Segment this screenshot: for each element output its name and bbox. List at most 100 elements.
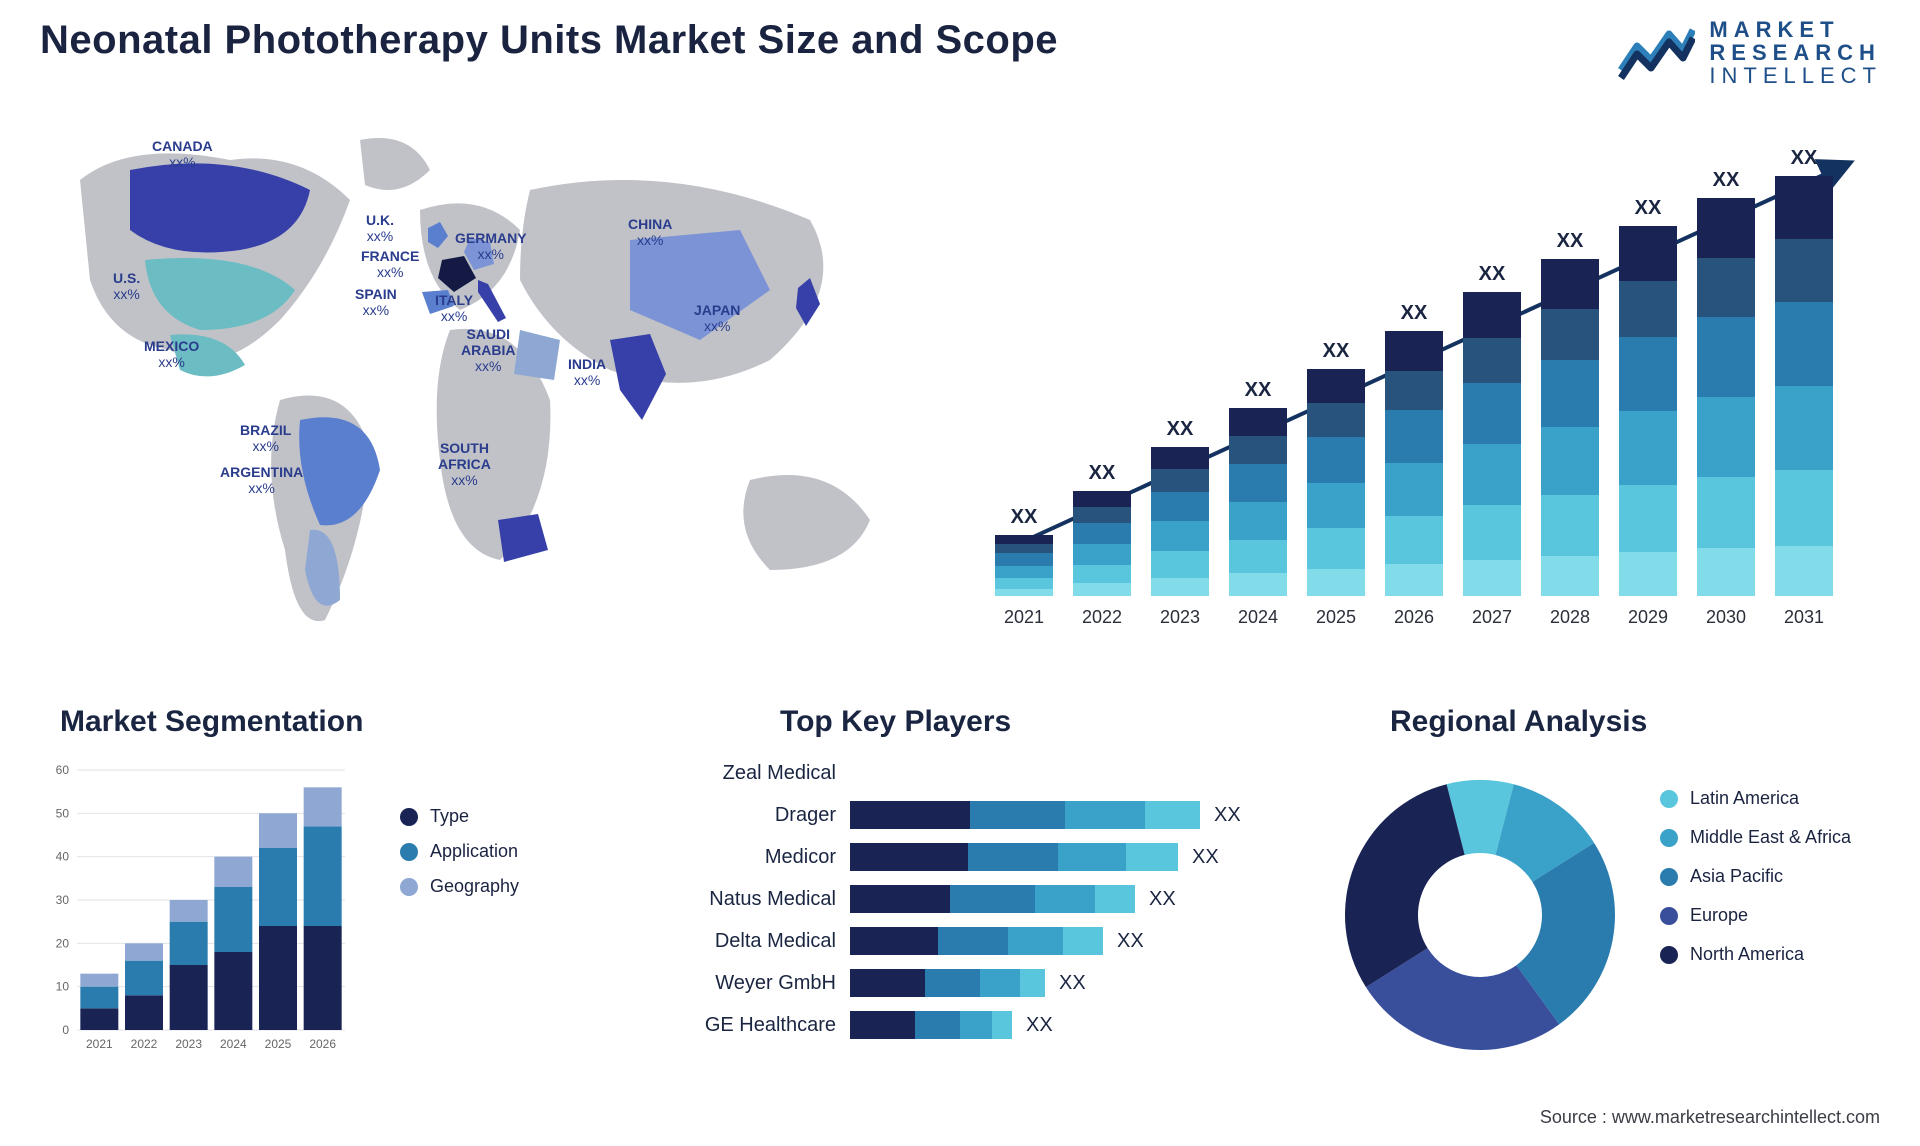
donut-slice-north-america	[1345, 784, 1465, 987]
map-label-india: INDIAxx%	[568, 356, 606, 388]
forecast-year-2021: 2021	[995, 607, 1053, 628]
forecast-bar-2030	[1697, 198, 1755, 596]
forecast-year-2028: 2028	[1541, 607, 1599, 628]
forecast-value-2023: XX	[1151, 418, 1209, 441]
kp-name: Medicor	[660, 846, 850, 869]
map-label-saudi-arabia: SAUDIARABIAxx%	[461, 326, 515, 374]
kp-bar	[850, 801, 1200, 829]
forecast-bar-2021	[995, 535, 1053, 596]
brand-word-1: MARKET	[1709, 18, 1882, 41]
page-title: Neonatal Phototherapy Units Market Size …	[40, 18, 1058, 63]
svg-text:40: 40	[56, 850, 70, 864]
kp-name: Zeal Medical	[660, 762, 850, 785]
svg-text:20: 20	[56, 936, 70, 950]
svg-text:0: 0	[62, 1023, 69, 1037]
kp-name: Drager	[660, 804, 850, 827]
kp-row-zeal-medical: Zeal Medical	[660, 752, 1270, 794]
kp-bar	[850, 1011, 1012, 1039]
kp-row-weyer-gmbh: Weyer GmbH XX	[660, 962, 1270, 1004]
seg-bar-2021-type	[80, 1008, 118, 1030]
forecast-year-2024: 2024	[1229, 607, 1287, 628]
map-label-germany: GERMANYxx%	[455, 230, 527, 262]
seg-legend-geography: Geography	[400, 876, 519, 897]
seg-bar-2023-type	[170, 965, 208, 1030]
seg-bar-2023-geography	[170, 900, 208, 922]
forecast-value-2026: XX	[1385, 302, 1443, 325]
seg-legend-application: Application	[400, 841, 519, 862]
map-label-brazil: BRAZILxx%	[240, 422, 291, 454]
map-label-u-k-: U.K.xx%	[366, 212, 394, 244]
kp-bar	[850, 885, 1135, 913]
forecast-bar-2029	[1619, 226, 1677, 596]
kp-value: XX	[1026, 1014, 1053, 1037]
map-label-italy: ITALYxx%	[435, 292, 473, 324]
map-label-japan: JAPANxx%	[694, 302, 740, 334]
svg-text:2021: 2021	[86, 1037, 113, 1051]
source-footer: Source : www.marketresearchintellect.com	[1540, 1107, 1880, 1128]
kp-value: XX	[1117, 930, 1144, 953]
map-label-u-s-: U.S.xx%	[113, 270, 140, 302]
svg-text:2026: 2026	[309, 1037, 336, 1051]
seg-bar-2022-type	[125, 995, 163, 1030]
donut-legend-middle-east-africa: Middle East & Africa	[1660, 827, 1851, 848]
kp-row-drager: Drager XX	[660, 794, 1270, 836]
donut-legend-north-america: North America	[1660, 944, 1851, 965]
kp-value: XX	[1214, 804, 1241, 827]
keyplayers-title: Top Key Players	[780, 705, 1011, 739]
map-label-argentina: ARGENTINAxx%	[220, 464, 303, 496]
forecast-bar-2026	[1385, 331, 1443, 596]
forecast-year-2030: 2030	[1697, 607, 1755, 628]
seg-legend-type: Type	[400, 806, 519, 827]
forecast-year-2026: 2026	[1385, 607, 1443, 628]
brand-word-2: RESEARCH	[1709, 41, 1882, 64]
map-southafrica	[498, 514, 548, 562]
svg-text:10: 10	[56, 980, 70, 994]
forecast-value-2028: XX	[1541, 230, 1599, 253]
map-label-mexico: MEXICOxx%	[144, 338, 199, 370]
kp-row-natus-medical: Natus Medical XX	[660, 878, 1270, 920]
forecast-chart: 2021202220232024202520262027202820292030…	[995, 150, 1865, 630]
segmentation-legend: Type Application Geography	[400, 792, 519, 911]
seg-bar-2026-type	[304, 926, 342, 1030]
regional-title: Regional Analysis	[1390, 705, 1647, 739]
svg-text:60: 60	[56, 763, 70, 777]
map-label-spain: SPAINxx%	[355, 286, 397, 318]
donut-legend-latin-america: Latin America	[1660, 788, 1851, 809]
key-players-chart: Zeal MedicalDragerXXMedicorXXNatus Medic…	[660, 752, 1270, 1046]
forecast-bar-2025	[1307, 369, 1365, 596]
map-saudi	[514, 330, 560, 380]
kp-bar	[850, 927, 1103, 955]
map-label-china: CHINAxx%	[628, 216, 672, 248]
kp-value: XX	[1149, 888, 1176, 911]
seg-bar-2025-application	[259, 848, 297, 926]
forecast-bar-2027	[1463, 292, 1521, 596]
forecast-year-2031: 2031	[1775, 607, 1833, 628]
map-label-france: FRANCExx%	[361, 248, 419, 280]
forecast-bar-2022	[1073, 491, 1131, 596]
world-map: CANADAxx%U.S.xx%MEXICOxx%U.K.xx%FRANCExx…	[50, 120, 920, 650]
forecast-bar-2023	[1151, 447, 1209, 596]
seg-bar-2024-application	[214, 887, 252, 952]
forecast-year-2022: 2022	[1073, 607, 1131, 628]
seg-bar-2021-geography	[80, 974, 118, 987]
kp-name: Weyer GmbH	[660, 972, 850, 995]
forecast-value-2027: XX	[1463, 263, 1521, 286]
kp-name: Natus Medical	[660, 888, 850, 911]
donut-legend-asia-pacific: Asia Pacific	[1660, 866, 1851, 887]
kp-name: GE Healthcare	[660, 1014, 850, 1037]
segmentation-chart: 0102030405060202120222023202420252026	[45, 760, 375, 1080]
kp-row-medicor: Medicor XX	[660, 836, 1270, 878]
donut-legend-europe: Europe	[1660, 905, 1851, 926]
kp-value: XX	[1192, 846, 1219, 869]
kp-value: XX	[1059, 972, 1086, 995]
kp-bar	[850, 969, 1045, 997]
forecast-value-2025: XX	[1307, 340, 1365, 363]
forecast-year-2027: 2027	[1463, 607, 1521, 628]
world-map-svg	[50, 120, 920, 650]
forecast-value-2021: XX	[995, 506, 1053, 529]
regional-legend: Latin America Middle East & Africa Asia Pa…	[1660, 770, 1851, 983]
svg-text:2025: 2025	[265, 1037, 292, 1051]
brand-logo: MARKET RESEARCH INTELLECT	[1617, 18, 1882, 87]
seg-bar-2023-application	[170, 922, 208, 965]
seg-bar-2026-application	[304, 826, 342, 926]
